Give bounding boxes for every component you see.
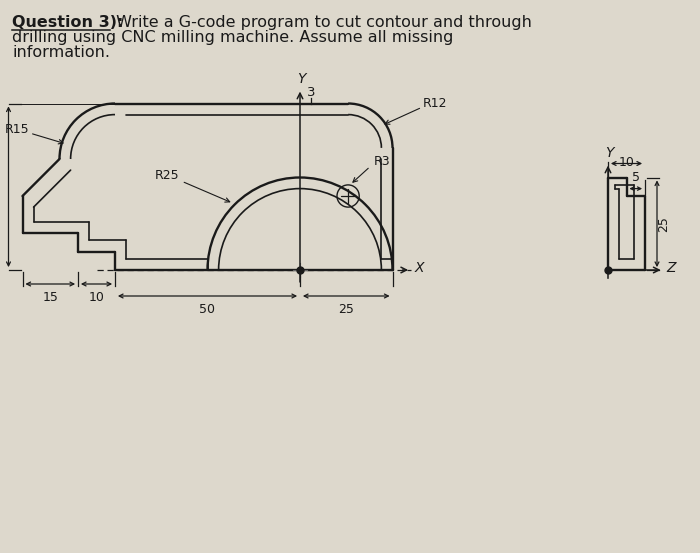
Text: Write a G-code program to cut contour and through: Write a G-code program to cut contour an… xyxy=(111,15,532,30)
Text: 25: 25 xyxy=(657,216,671,232)
Text: 50: 50 xyxy=(199,303,216,316)
Text: 15: 15 xyxy=(42,291,58,304)
Text: 3: 3 xyxy=(307,86,315,99)
Text: R15: R15 xyxy=(4,123,29,136)
Text: drilling using CNC milling machine. Assume all missing: drilling using CNC milling machine. Assu… xyxy=(12,30,454,45)
Text: R12: R12 xyxy=(423,97,447,110)
Text: 5: 5 xyxy=(631,170,640,184)
Text: R25: R25 xyxy=(155,169,180,182)
Text: 45: 45 xyxy=(0,179,1,195)
Text: 10: 10 xyxy=(89,291,104,304)
Text: Z: Z xyxy=(666,261,676,275)
Text: R3: R3 xyxy=(374,155,391,169)
Text: 10: 10 xyxy=(619,155,634,169)
Text: Y: Y xyxy=(297,72,305,86)
Text: X: X xyxy=(415,261,424,275)
Text: 25: 25 xyxy=(338,303,354,316)
Text: information.: information. xyxy=(12,45,110,60)
Text: Question 3):: Question 3): xyxy=(12,15,123,30)
Text: Y: Y xyxy=(605,145,613,160)
